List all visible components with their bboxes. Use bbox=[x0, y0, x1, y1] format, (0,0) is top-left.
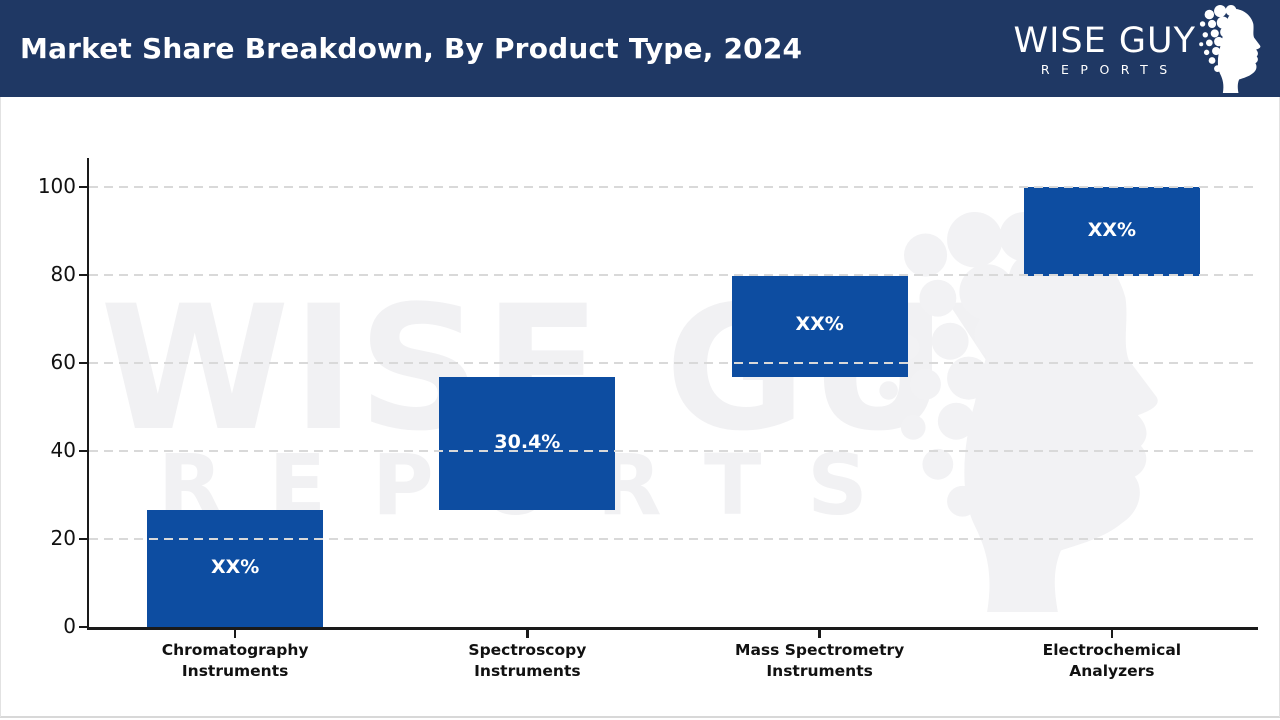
wiseguy-logo: WISE GUY REPORTS bbox=[1013, 2, 1270, 95]
x-axis-line bbox=[86, 627, 1258, 630]
bar-segment bbox=[439, 376, 616, 511]
bar-value-label: XX% bbox=[1087, 218, 1137, 241]
gridline bbox=[89, 538, 1258, 540]
y-tick-label: 20 bbox=[50, 526, 76, 550]
x-tick-mark bbox=[526, 629, 529, 638]
y-tick-mark bbox=[79, 362, 88, 365]
x-category-label-line: Electrochemical bbox=[1042, 641, 1182, 659]
x-category-label: Mass Spectrometry Instruments bbox=[689, 640, 951, 681]
x-category-label: Electrochemical Analyzers bbox=[981, 640, 1243, 681]
x-tick-mark bbox=[1110, 629, 1114, 638]
y-tick-label: 0 bbox=[63, 614, 76, 638]
x-category-label-line: Chromatography bbox=[161, 641, 309, 659]
logo-wiseguy-label: WISE GUY bbox=[1013, 20, 1196, 61]
page-title: Market Share Breakdown, By Product Type,… bbox=[20, 32, 803, 65]
bar-value-label: 30.4% bbox=[494, 430, 561, 453]
bar-value-label: XX% bbox=[795, 313, 844, 336]
logo-text: WISE GUY REPORTS bbox=[1013, 21, 1196, 77]
logo-reports-label: REPORTS bbox=[1040, 61, 1179, 77]
y-tick-mark bbox=[79, 626, 88, 629]
bar-value-label: XX% bbox=[210, 555, 260, 578]
x-category-label: Chromatography Instruments bbox=[104, 640, 366, 681]
gridline bbox=[89, 186, 1258, 188]
frame-bottom-line bbox=[0, 716, 1280, 718]
y-tick-label: 80 bbox=[50, 262, 76, 286]
x-tick-mark bbox=[233, 629, 237, 638]
x-tick-mark bbox=[818, 629, 821, 638]
header: Market Share Breakdown, By Product Type,… bbox=[0, 0, 1280, 97]
gridline bbox=[89, 450, 1258, 452]
bar-segment bbox=[1023, 187, 1200, 277]
x-category-label-line: Instruments bbox=[181, 661, 289, 680]
x-category-label-line: Spectroscopy bbox=[468, 641, 587, 659]
y-tick-mark bbox=[79, 186, 88, 189]
y-axis-line bbox=[86, 158, 89, 630]
y-tick-mark bbox=[79, 274, 88, 277]
y-tick-label: 40 bbox=[50, 438, 76, 462]
frame-left-line bbox=[0, 97, 1, 717]
x-category-label-line: Analyzers bbox=[1069, 661, 1155, 680]
x-category-label-line: Mass Spectrometry bbox=[735, 641, 905, 659]
y-tick-label: 60 bbox=[50, 350, 76, 374]
y-tick-mark bbox=[79, 538, 88, 541]
x-category-label-line: Instruments bbox=[766, 661, 873, 680]
bar-segment bbox=[731, 276, 908, 377]
bar-segment bbox=[147, 510, 324, 627]
y-tick-mark bbox=[79, 450, 88, 453]
y-tick-label: 100 bbox=[37, 174, 76, 198]
x-category-label: Spectroscopy Instruments bbox=[396, 640, 658, 681]
gridline bbox=[89, 274, 1258, 276]
gridline bbox=[89, 362, 1258, 364]
x-category-label-line: Instruments bbox=[474, 661, 581, 680]
